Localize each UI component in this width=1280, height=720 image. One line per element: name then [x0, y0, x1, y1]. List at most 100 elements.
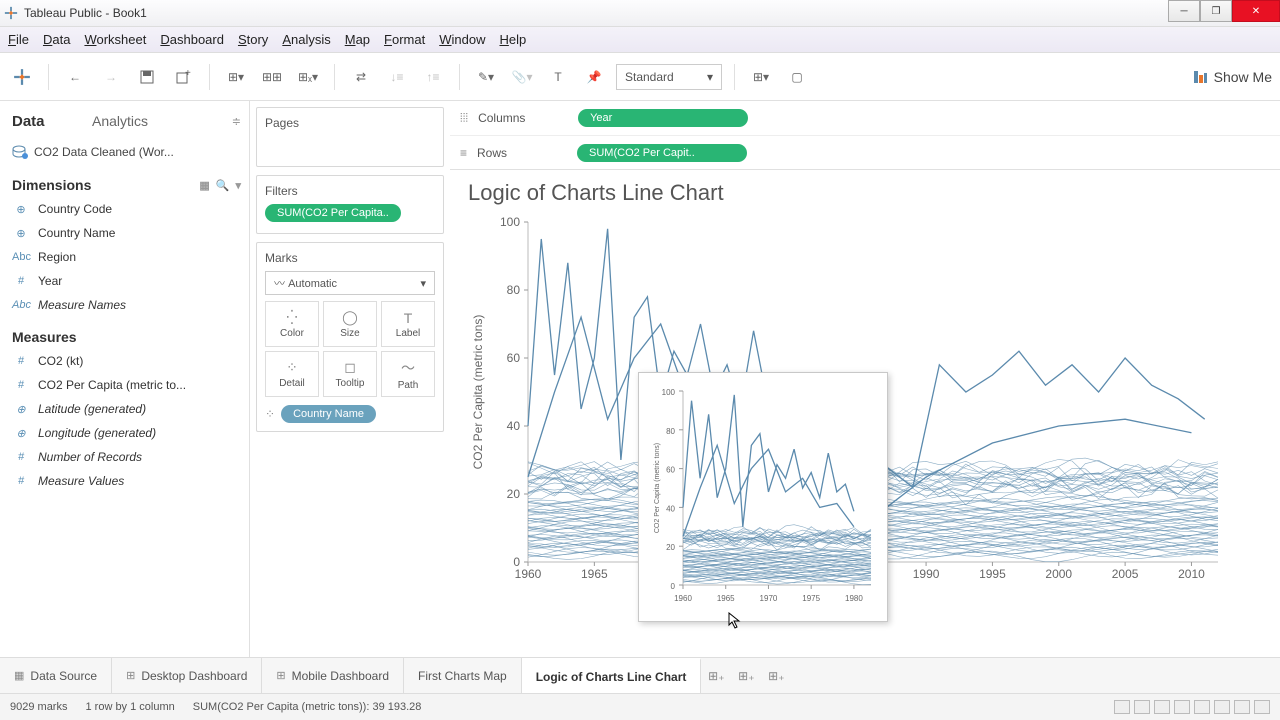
field-country-code[interactable]: ⊕Country Code: [12, 197, 241, 221]
close-button[interactable]: ✕: [1232, 0, 1280, 22]
columns-icon: ⦙⦙⦙: [460, 111, 468, 126]
new-datasource-button[interactable]: +: [169, 63, 197, 91]
mark-size[interactable]: ◯Size: [323, 301, 377, 347]
tab-analytics[interactable]: Analytics: [92, 113, 148, 129]
field-measure-values[interactable]: #Measure Values: [12, 469, 241, 493]
field-co2-per-capita-metric-to-[interactable]: #CO2 Per Capita (metric to...: [12, 373, 241, 397]
field-country-name[interactable]: ⊕Country Name: [12, 221, 241, 245]
redo-button[interactable]: →: [97, 63, 125, 91]
tab-data[interactable]: Data: [12, 113, 92, 130]
columns-shelf[interactable]: ⦙⦙⦙ Columns Year: [450, 101, 1280, 135]
marks-card: Marks 〰 Automatic▾ ⁛Color ◯Size TLabel ⁘…: [256, 242, 444, 432]
menu-file[interactable]: File: [8, 32, 29, 47]
fit-select[interactable]: Standard▾: [616, 64, 722, 90]
menu-icon[interactable]: ▾: [235, 179, 241, 192]
field-measure-names[interactable]: AbcMeasure Names: [12, 293, 241, 317]
field-type-icon: ⊕: [12, 203, 30, 216]
mark-path[interactable]: 〜Path: [381, 351, 435, 397]
marktype-select[interactable]: 〰 Automatic▾: [265, 271, 435, 295]
main-chart[interactable]: 0204060801001960196519701975198019851990…: [468, 212, 1228, 612]
toolbar: ← → + ⊞▾ ⊞⊞ ⊞ₓ▾ ⇄ ↓≡ ↑≡ ✎▾ 📎▾ T 📌 Standa…: [0, 53, 1280, 101]
minimize-button[interactable]: ─: [1168, 0, 1200, 22]
svg-text:1980: 1980: [845, 594, 863, 603]
sort-desc-button[interactable]: ↑≡: [419, 63, 447, 91]
menu-help[interactable]: Help: [499, 32, 526, 47]
showme-button[interactable]: Show Me: [1192, 69, 1272, 85]
svg-text:20: 20: [666, 543, 675, 552]
maximize-button[interactable]: ❐: [1200, 0, 1232, 22]
field-number-of-records[interactable]: #Number of Records: [12, 445, 241, 469]
tab-desktop-dashboard[interactable]: ⊞Desktop Dashboard: [112, 658, 262, 693]
field-latitude-generated-[interactable]: ⊕Latitude (generated): [12, 397, 241, 421]
group-button[interactable]: 📎▾: [508, 63, 536, 91]
save-button[interactable]: [133, 63, 161, 91]
new-story-icon[interactable]: ⊞₊: [761, 669, 791, 683]
status-sum: SUM(CO2 Per Capita (metric tons)): 39 19…: [193, 701, 422, 713]
new-dashboard-icon[interactable]: ⊞₊: [731, 669, 761, 683]
rows-shelf[interactable]: ≡ Rows SUM(CO2 Per Capit..: [450, 135, 1280, 169]
svg-text:1975: 1975: [802, 594, 820, 603]
field-co2-kt-[interactable]: #CO2 (kt): [12, 349, 241, 373]
view-icon[interactable]: ▦: [199, 179, 209, 192]
mark-detail[interactable]: ⁘Detail: [265, 351, 319, 397]
highlight-button[interactable]: ✎▾: [472, 63, 500, 91]
field-longitude-generated-[interactable]: ⊕Longitude (generated): [12, 421, 241, 445]
field-type-icon: #: [12, 355, 30, 367]
labels-button[interactable]: T: [544, 63, 572, 91]
field-year[interactable]: #Year: [12, 269, 241, 293]
present-button[interactable]: ▢: [783, 63, 811, 91]
viz-pane: ⦙⦙⦙ Columns Year ≡ Rows SUM(CO2 Per Capi…: [450, 101, 1280, 657]
pin-button[interactable]: 📌: [580, 63, 608, 91]
menu-dashboard[interactable]: Dashboard: [160, 32, 224, 47]
status-nav[interactable]: [1114, 700, 1270, 714]
menu-map[interactable]: Map: [345, 32, 370, 47]
tab-mobile-dashboard[interactable]: ⊞Mobile Dashboard: [262, 658, 404, 693]
svg-text:1990: 1990: [913, 567, 940, 581]
svg-text:2000: 2000: [1045, 567, 1072, 581]
cards-button[interactable]: ⊞▾: [747, 63, 775, 91]
svg-text:2005: 2005: [1112, 567, 1139, 581]
mark-label[interactable]: TLabel: [381, 301, 435, 347]
svg-text:0: 0: [671, 582, 676, 591]
filter-pill[interactable]: SUM(CO2 Per Capita..: [265, 204, 401, 222]
mark-tooltip[interactable]: ◻Tooltip: [323, 351, 377, 397]
swap-button[interactable]: ⇄: [347, 63, 375, 91]
svg-text:1965: 1965: [717, 594, 735, 603]
tableau-icon[interactable]: [8, 63, 36, 91]
svg-text:1970: 1970: [760, 594, 778, 603]
clear-button[interactable]: ⊞ₓ▾: [294, 63, 322, 91]
menu-data[interactable]: Data: [43, 32, 70, 47]
undo-button[interactable]: ←: [61, 63, 89, 91]
menu-worksheet[interactable]: Worksheet: [84, 32, 146, 47]
datasource-row[interactable]: CO2 Data Cleaned (Wor...: [12, 139, 241, 165]
field-type-icon: Abc: [12, 299, 30, 311]
rows-icon: ≡: [460, 146, 467, 160]
search-icon[interactable]: 🔍: [216, 179, 230, 192]
tab-datasource[interactable]: ▦Data Source: [0, 658, 112, 693]
tab-first-charts-map[interactable]: First Charts Map: [404, 658, 522, 693]
showme-icon: [1192, 69, 1208, 85]
dashboard-icon: ⊞: [126, 669, 135, 682]
pane-menu-icon[interactable]: ≑: [232, 115, 241, 128]
sort-asc-button[interactable]: ↓≡: [383, 63, 411, 91]
detail-pill[interactable]: Country Name: [281, 405, 376, 423]
field-region[interactable]: AbcRegion: [12, 245, 241, 269]
columns-pill[interactable]: Year: [578, 109, 748, 127]
filters-label: Filters: [265, 184, 435, 198]
new-worksheet-button[interactable]: ⊞▾: [222, 63, 250, 91]
rows-pill[interactable]: SUM(CO2 Per Capit..: [577, 144, 747, 162]
mark-color[interactable]: ⁛Color: [265, 301, 319, 347]
datasource-name: CO2 Data Cleaned (Wor...: [34, 145, 174, 159]
menu-format[interactable]: Format: [384, 32, 425, 47]
tooltip-preview: 02040608010019601965197019751980CO2 Per …: [638, 372, 888, 622]
rows-label: Rows: [477, 146, 567, 160]
menu-story[interactable]: Story: [238, 32, 268, 47]
svg-text:80: 80: [666, 427, 675, 436]
duplicate-button[interactable]: ⊞⊞: [258, 63, 286, 91]
tab-logic-line-chart[interactable]: Logic of Charts Line Chart: [522, 658, 702, 693]
new-worksheet-icon[interactable]: ⊞₊: [701, 669, 731, 683]
menu-window[interactable]: Window: [439, 32, 485, 47]
field-type-icon: #: [12, 379, 30, 391]
marks-label: Marks: [265, 251, 435, 265]
menu-analysis[interactable]: Analysis: [282, 32, 330, 47]
